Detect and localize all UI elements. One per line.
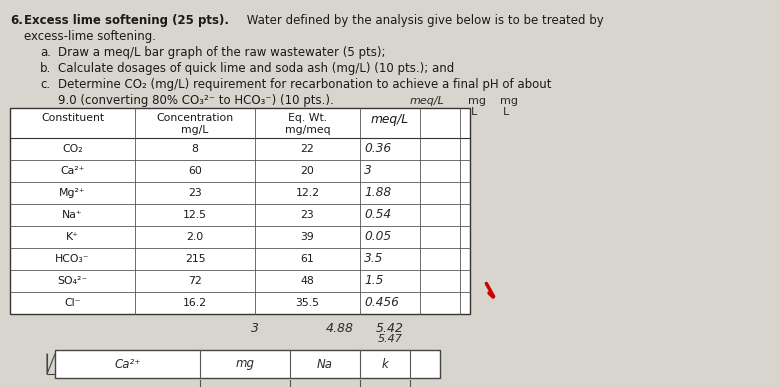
Text: 0.05: 0.05 — [364, 231, 391, 243]
Bar — [55, 350, 440, 378]
Text: 0.54: 0.54 — [364, 209, 391, 221]
Text: excess-lime softening.: excess-lime softening. — [24, 30, 156, 43]
Text: CO₂: CO₂ — [62, 144, 83, 154]
Text: mg: mg — [236, 358, 254, 370]
Text: 60: 60 — [188, 166, 202, 176]
Text: Draw a meq/L bar graph of the raw wastewater (5 pts);: Draw a meq/L bar graph of the raw wastew… — [58, 46, 385, 59]
Text: 12.2: 12.2 — [296, 188, 320, 198]
Text: Na: Na — [317, 358, 333, 370]
Text: 1.5: 1.5 — [364, 274, 384, 288]
Text: Mg²⁺: Mg²⁺ — [59, 188, 86, 198]
Text: HCO₃⁻: HCO₃⁻ — [55, 254, 90, 264]
Text: 8: 8 — [192, 144, 198, 154]
Text: 61: 61 — [300, 254, 314, 264]
Text: c.: c. — [40, 78, 50, 91]
Text: Constituent: Constituent — [41, 113, 104, 123]
Text: 39: 39 — [300, 232, 314, 242]
Text: mg/L: mg/L — [181, 125, 209, 135]
Text: mg: mg — [500, 96, 518, 106]
Bar — [10, 108, 470, 314]
Text: 5.42: 5.42 — [376, 322, 404, 335]
Text: k: k — [381, 358, 388, 370]
Text: 20: 20 — [300, 166, 314, 176]
Text: 22: 22 — [300, 144, 314, 154]
Text: 2.0: 2.0 — [186, 232, 204, 242]
Text: Na⁺: Na⁺ — [62, 210, 83, 220]
Text: Ca²⁺: Ca²⁺ — [114, 358, 140, 370]
Text: meq/L: meq/L — [371, 113, 409, 127]
Text: L: L — [503, 107, 509, 117]
Text: 4.88: 4.88 — [326, 322, 354, 335]
Text: 6.: 6. — [10, 14, 23, 27]
Text: 72: 72 — [188, 276, 202, 286]
Text: 9.0 (converting 80% CO₃²⁻ to HCO₃⁻) (10 pts.).: 9.0 (converting 80% CO₃²⁻ to HCO₃⁻) (10 … — [58, 94, 334, 107]
Text: 215: 215 — [185, 254, 205, 264]
Text: 3: 3 — [364, 164, 372, 178]
Text: Water defined by the analysis give below is to be treated by: Water defined by the analysis give below… — [243, 14, 604, 27]
Text: 16.2: 16.2 — [183, 298, 207, 308]
Text: Determine CO₂ (mg/L) requirement for recarbonation to achieve a final pH of abou: Determine CO₂ (mg/L) requirement for rec… — [58, 78, 551, 91]
Text: 1.88: 1.88 — [364, 187, 391, 200]
Text: 0.36: 0.36 — [364, 142, 391, 156]
Text: mg/meq: mg/meq — [285, 125, 330, 135]
Text: Calculate dosages of quick lime and soda ash (mg/L) (10 pts.); and: Calculate dosages of quick lime and soda… — [58, 62, 454, 75]
Text: 12.5: 12.5 — [183, 210, 207, 220]
Text: L: L — [471, 107, 477, 117]
Text: 23: 23 — [300, 210, 314, 220]
Text: mg: mg — [468, 96, 486, 106]
Text: 3: 3 — [251, 322, 259, 335]
Text: 5.47: 5.47 — [378, 334, 402, 344]
Text: Eq. Wt.: Eq. Wt. — [288, 113, 327, 123]
Text: Cl⁻: Cl⁻ — [64, 298, 80, 308]
Text: b.: b. — [40, 62, 51, 75]
Text: SO₄²⁻: SO₄²⁻ — [58, 276, 87, 286]
Text: K⁺: K⁺ — [66, 232, 79, 242]
Text: a.: a. — [40, 46, 51, 59]
Text: 0.456: 0.456 — [364, 296, 399, 310]
Text: Concentration: Concentration — [157, 113, 233, 123]
Text: 23: 23 — [188, 188, 202, 198]
Text: 48: 48 — [300, 276, 314, 286]
Text: Ca²⁺: Ca²⁺ — [60, 166, 85, 176]
Text: meq/L: meq/L — [410, 96, 445, 106]
Text: 35.5: 35.5 — [296, 298, 320, 308]
Text: Excess lime softening (25 pts).: Excess lime softening (25 pts). — [24, 14, 229, 27]
Text: 3.5: 3.5 — [364, 252, 384, 265]
